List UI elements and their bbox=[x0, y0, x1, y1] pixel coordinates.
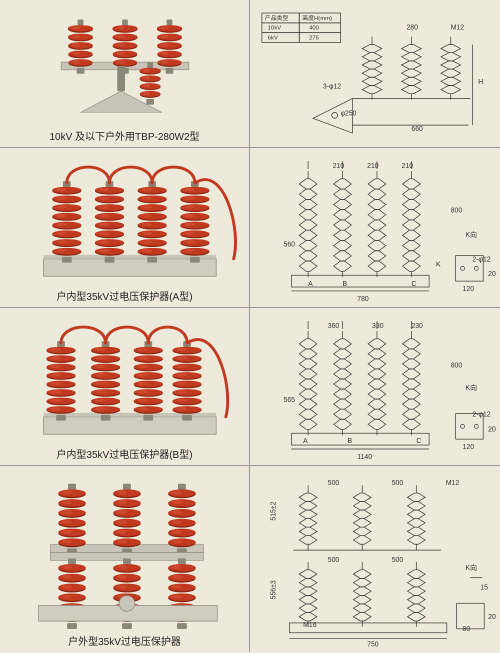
technical-diagram: 210 210 210 560 800 780 K向 2-φ12 120 200 A B C K bbox=[254, 152, 496, 304]
product-caption: 10kV 及以下户外用TBP-280W2型 bbox=[49, 128, 199, 143]
svg-text:10kV: 10kV bbox=[268, 25, 281, 31]
product-caption: 户外型35kV过电压保护器 bbox=[68, 633, 181, 648]
svg-text:B: B bbox=[347, 438, 352, 445]
product-illustration bbox=[9, 472, 241, 629]
product-photo-cell: 户内型35kV过电压保护器(A型) bbox=[0, 148, 250, 307]
technical-diagram: 500 500 M12 515±2 500 500 556±3 M16 750 K向 15 80 200 bbox=[254, 470, 496, 648]
svg-text:3-φ12: 3-φ12 bbox=[323, 83, 341, 90]
svg-text:M16: M16 bbox=[303, 622, 317, 629]
svg-text:6kV: 6kV bbox=[268, 35, 278, 41]
svg-text:500: 500 bbox=[328, 480, 340, 487]
svg-text:500: 500 bbox=[392, 557, 404, 564]
svg-text:210: 210 bbox=[367, 162, 379, 169]
svg-text:C: C bbox=[416, 438, 421, 445]
svg-text:产品类型: 产品类型 bbox=[265, 13, 289, 21]
product-row-1: 户内型35kV过电压保护器(A型) 210 210 210 560 800 780 K向 2-φ… bbox=[0, 148, 500, 308]
product-row-3: 户外型35kV过电压保护器 500 500 M12 515±2 500 500 556±3 M1… bbox=[0, 466, 500, 652]
product-photo-cell: 10kV 及以下户外用TBP-280W2型 bbox=[0, 0, 250, 147]
svg-text:1140: 1140 bbox=[357, 453, 372, 460]
svg-text:A: A bbox=[303, 438, 308, 445]
svg-text:500: 500 bbox=[328, 557, 340, 564]
svg-text:556±3: 556±3 bbox=[271, 580, 278, 599]
technical-diagram: 产品类型 高度H(mm) 10kV 400 6kV 275 280 M12 3-φ12 φ250 6… bbox=[254, 4, 496, 144]
diagram-cell: 360 330 230 565 800 1140 K向 2-φ12 120 200 A B C bbox=[250, 308, 500, 465]
spec-sheet: 10kV 及以下户外用TBP-280W2型 产品类型 高度H(mm) 10kV 400 6… bbox=[0, 0, 500, 653]
svg-text:200: 200 bbox=[488, 426, 496, 433]
svg-text:C: C bbox=[411, 281, 416, 288]
product-caption: 户内型35kV过电压保护器(B型) bbox=[56, 446, 192, 461]
svg-text:2-φ12: 2-φ12 bbox=[472, 256, 490, 263]
svg-text:120: 120 bbox=[463, 285, 475, 292]
svg-text:B: B bbox=[343, 281, 348, 288]
svg-text:K向: K向 bbox=[466, 382, 478, 391]
product-photo-cell: 户内型35kV过电压保护器(B型) bbox=[0, 308, 250, 465]
svg-text:565: 565 bbox=[284, 396, 296, 403]
svg-text:800: 800 bbox=[451, 362, 463, 369]
svg-text:560: 560 bbox=[284, 241, 296, 248]
product-row-2: 户内型35kV过电压保护器(B型) 360 330 230 565 800 1140 K向 2-… bbox=[0, 308, 500, 466]
svg-text:200: 200 bbox=[488, 614, 496, 621]
svg-text:230: 230 bbox=[411, 322, 423, 329]
product-illustration bbox=[9, 154, 241, 284]
svg-text:120: 120 bbox=[463, 443, 475, 450]
svg-text:660: 660 bbox=[411, 126, 423, 133]
svg-text:A: A bbox=[308, 281, 313, 288]
svg-text:800: 800 bbox=[451, 207, 463, 214]
svg-text:515±2: 515±2 bbox=[271, 501, 278, 520]
svg-text:500: 500 bbox=[392, 480, 404, 487]
technical-diagram: 360 330 230 565 800 1140 K向 2-φ12 120 200 A B C bbox=[254, 312, 496, 462]
product-illustration bbox=[9, 6, 241, 124]
diagram-cell: 产品类型 高度H(mm) 10kV 400 6kV 275 280 M12 3-φ12 φ250 6… bbox=[250, 0, 500, 147]
svg-text:M12: M12 bbox=[446, 480, 460, 487]
svg-text:M12: M12 bbox=[451, 24, 465, 31]
svg-text:φ250: φ250 bbox=[341, 110, 357, 117]
svg-text:K: K bbox=[436, 261, 441, 268]
svg-text:360: 360 bbox=[328, 322, 340, 329]
product-photo-cell: 户外型35kV过电压保护器 bbox=[0, 466, 250, 652]
svg-text:80: 80 bbox=[463, 626, 471, 633]
svg-text:高度H(mm): 高度H(mm) bbox=[302, 13, 332, 21]
svg-text:200: 200 bbox=[488, 271, 496, 278]
product-illustration bbox=[9, 314, 241, 442]
svg-text:K向: K向 bbox=[466, 563, 478, 572]
diagram-cell: 500 500 M12 515±2 500 500 556±3 M16 750 K向 15 80 200 bbox=[250, 466, 500, 652]
product-caption: 户内型35kV过电压保护器(A型) bbox=[56, 288, 192, 303]
svg-text:210: 210 bbox=[402, 162, 414, 169]
svg-text:275: 275 bbox=[309, 35, 320, 41]
svg-text:280: 280 bbox=[406, 24, 418, 31]
svg-text:330: 330 bbox=[372, 322, 384, 329]
svg-text:400: 400 bbox=[309, 25, 320, 31]
product-row-0: 10kV 及以下户外用TBP-280W2型 产品类型 高度H(mm) 10kV 400 6… bbox=[0, 0, 500, 148]
svg-text:15: 15 bbox=[480, 584, 488, 591]
diagram-cell: 210 210 210 560 800 780 K向 2-φ12 120 200 A B C K bbox=[250, 148, 500, 307]
svg-text:750: 750 bbox=[367, 642, 379, 648]
svg-text:2-φ12: 2-φ12 bbox=[472, 411, 490, 418]
svg-text:210: 210 bbox=[333, 162, 345, 169]
svg-text:H: H bbox=[478, 78, 483, 85]
svg-text:K向: K向 bbox=[466, 229, 478, 238]
svg-text:780: 780 bbox=[357, 295, 369, 302]
